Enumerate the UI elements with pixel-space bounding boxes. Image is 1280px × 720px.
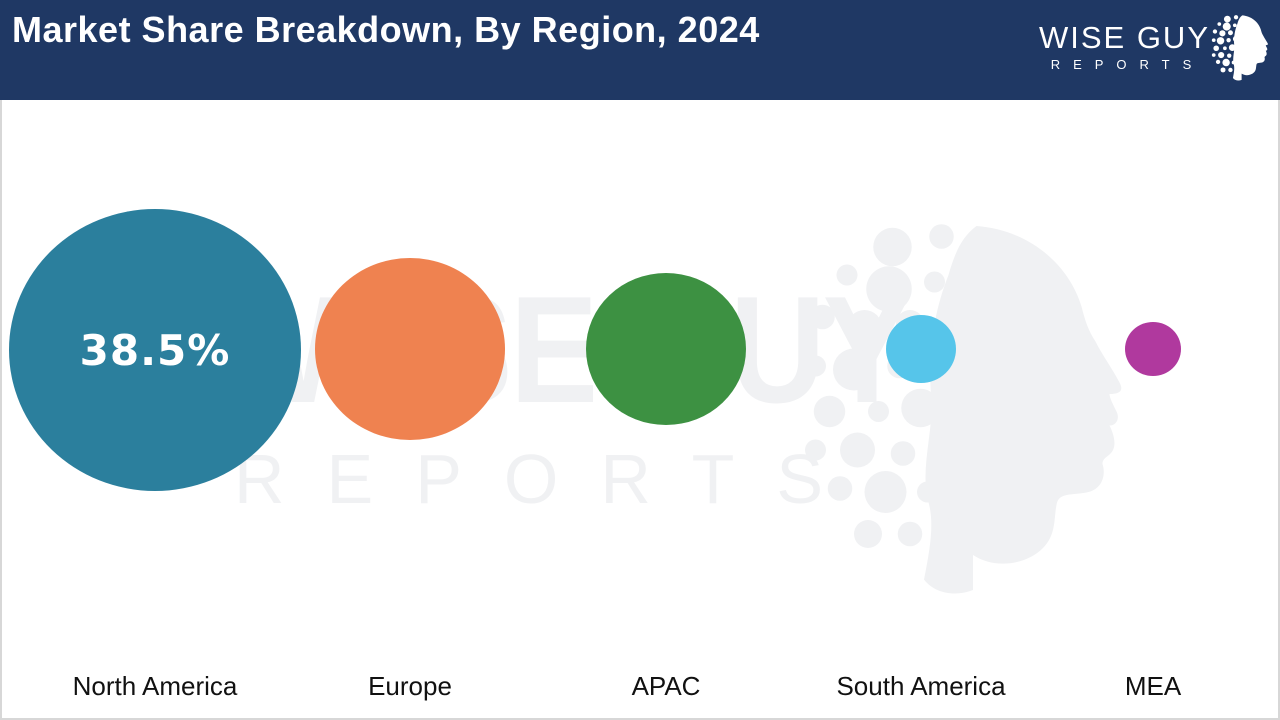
logo-sub-text: REPORTS xyxy=(1050,56,1205,72)
bubble-value-label-north-america: 38.5% xyxy=(79,325,231,375)
category-label-europe: Europe xyxy=(368,671,452,701)
chart-title: Market Share Breakdown, By Region, 2024 xyxy=(12,9,760,50)
category-label-south-america: South America xyxy=(836,671,1006,701)
header-bar: Market Share Breakdown, By Region, 2024 … xyxy=(0,0,1280,100)
category-label-mea: MEA xyxy=(1124,671,1182,701)
category-label-north-america: North America xyxy=(72,671,238,701)
watermark-sub-text: REPORTS xyxy=(234,440,866,518)
logo-text: WISE GUY REPORTS xyxy=(1039,22,1210,72)
bubble-south-america xyxy=(886,315,956,383)
category-label-apac: APAC xyxy=(631,671,701,701)
bubble-mea xyxy=(1125,322,1181,376)
wiseguy-head-icon xyxy=(1210,11,1272,83)
bubble-north-america: 38.5% xyxy=(9,209,301,491)
bubble-apac xyxy=(586,273,746,425)
logo-brand-text: WISE GUY xyxy=(1038,20,1210,56)
bubble-europe xyxy=(315,258,505,440)
wiseguy-logo: WISE GUY REPORTS xyxy=(1039,11,1272,83)
